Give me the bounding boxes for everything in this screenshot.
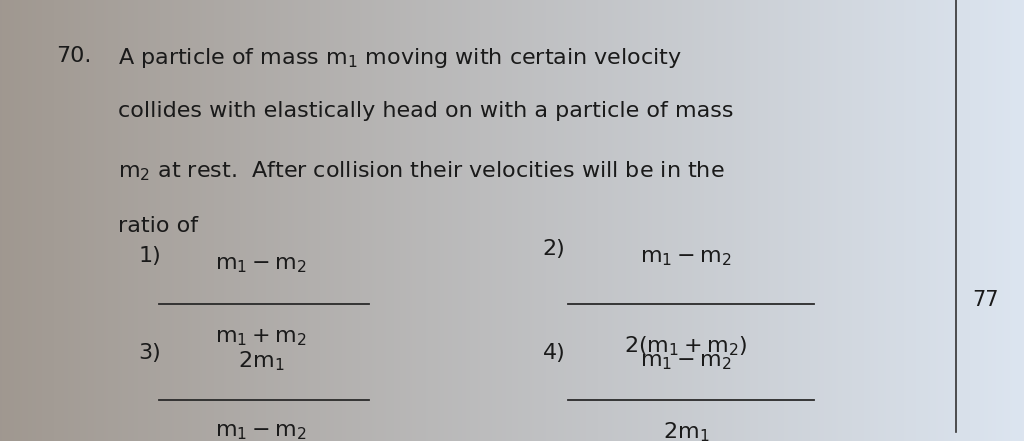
- Text: 1): 1): [138, 246, 161, 266]
- Text: $\mathregular{m_1 - m_2}$: $\mathregular{m_1 - m_2}$: [215, 422, 307, 442]
- Text: $\mathregular{2m_1}$: $\mathregular{2m_1}$: [238, 350, 285, 373]
- Text: 70.: 70.: [56, 46, 92, 66]
- Text: $\mathregular{m_1 - m_2}$: $\mathregular{m_1 - m_2}$: [215, 255, 307, 275]
- Text: $\mathregular{2m_1}$: $\mathregular{2m_1}$: [663, 421, 710, 444]
- Text: collides with elastically head on with a particle of mass: collides with elastically head on with a…: [118, 101, 733, 121]
- Text: $\mathregular{m_1 + m_2}$: $\mathregular{m_1 + m_2}$: [215, 327, 307, 348]
- Text: A particle of mass $\mathregular{m_1}$ moving with certain velocity: A particle of mass $\mathregular{m_1}$ m…: [118, 46, 682, 70]
- Text: $\mathregular{2(m_1 + m_2)}$: $\mathregular{2(m_1 + m_2)}$: [625, 334, 748, 358]
- Text: 77: 77: [972, 290, 998, 310]
- Text: 3): 3): [138, 343, 161, 363]
- Text: $\mathregular{m_1 - m_2}$: $\mathregular{m_1 - m_2}$: [640, 352, 732, 372]
- Text: ratio of: ratio of: [118, 216, 198, 236]
- Text: 4): 4): [543, 343, 565, 363]
- Text: $\mathregular{m_1 - m_2}$: $\mathregular{m_1 - m_2}$: [640, 248, 732, 268]
- Text: $\mathregular{m_2}$ at rest.  After collision their velocities will be in the: $\mathregular{m_2}$ at rest. After colli…: [118, 160, 724, 183]
- Text: 2): 2): [543, 239, 565, 259]
